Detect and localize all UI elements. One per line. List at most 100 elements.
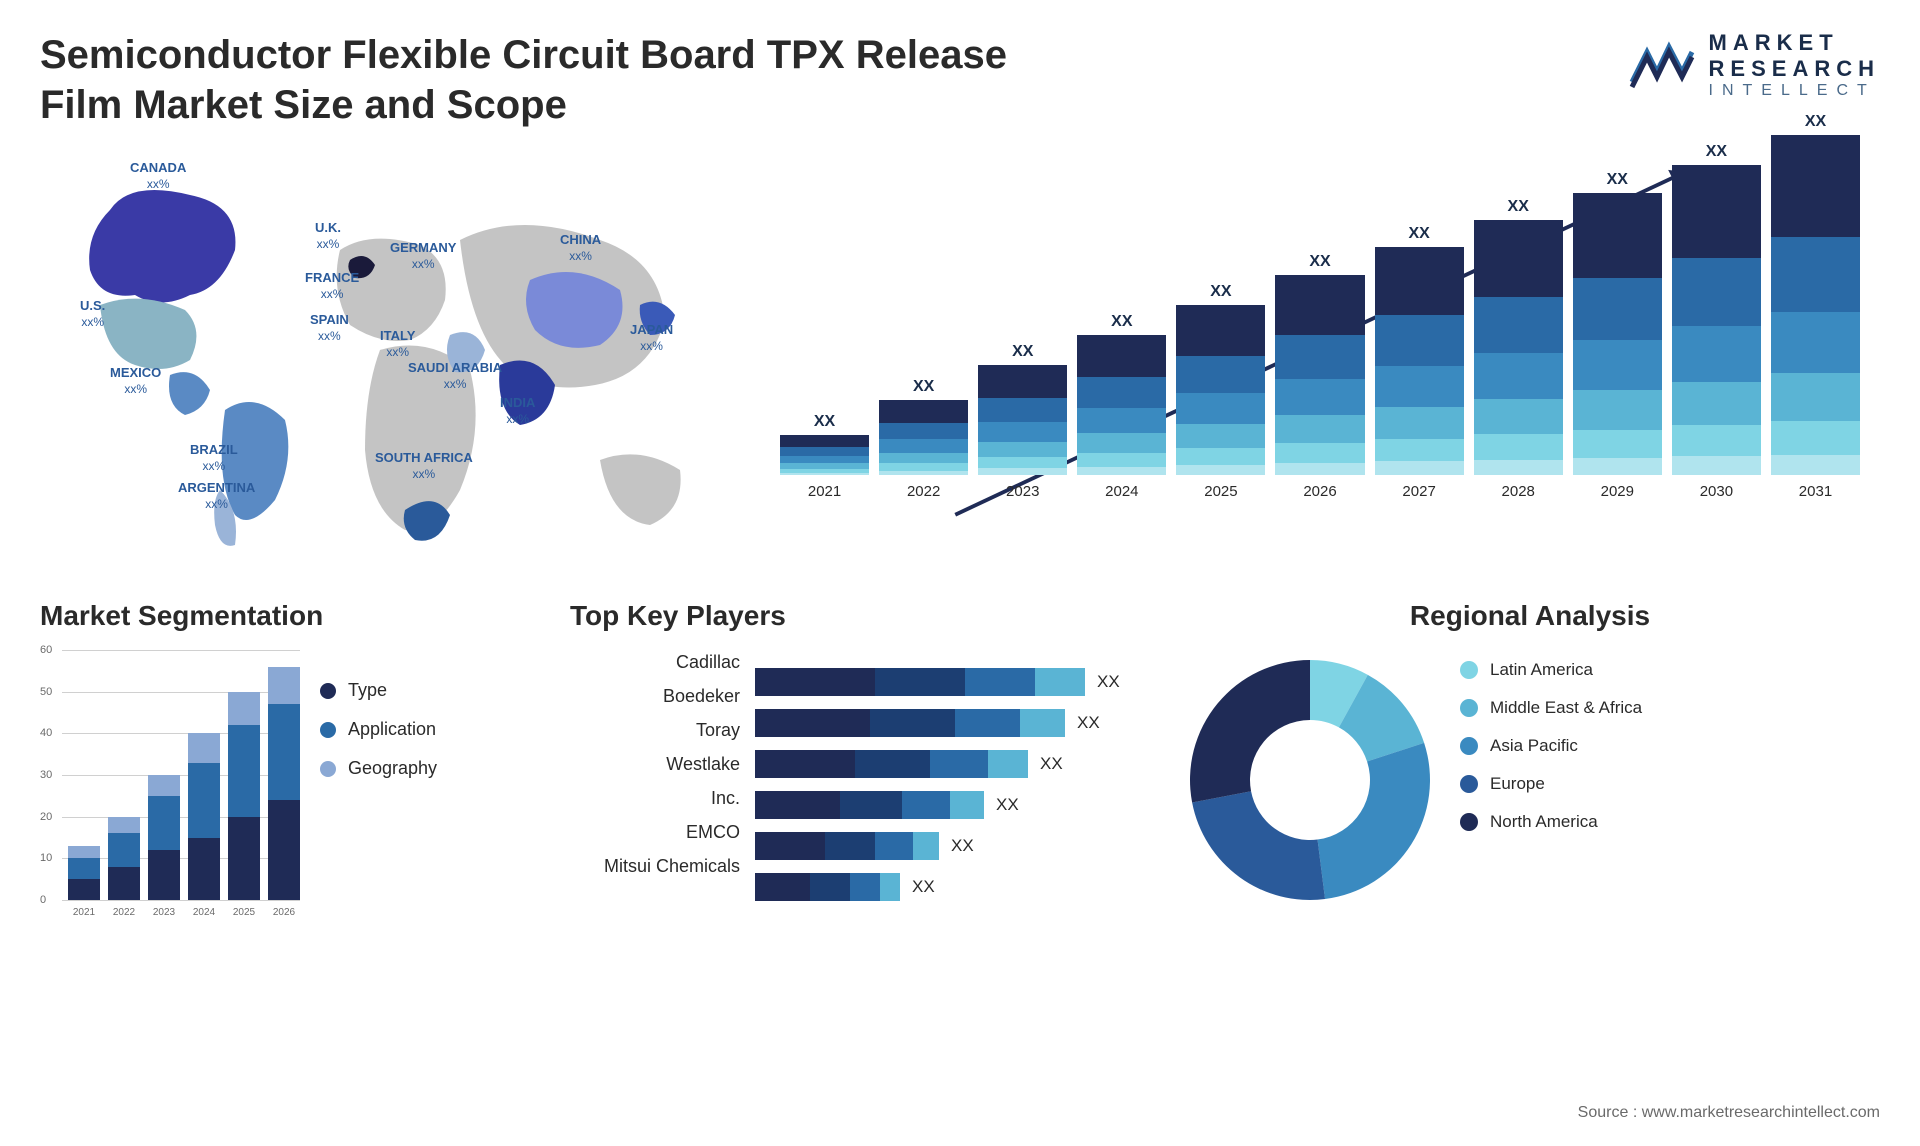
player-value: XX xyxy=(996,795,1019,815)
growth-bar-label: XX xyxy=(814,413,835,431)
seg-column: 2024 xyxy=(188,733,220,900)
page-title: Semiconductor Flexible Circuit Board TPX… xyxy=(40,30,1040,130)
seg-year-label: 2024 xyxy=(188,907,220,918)
seg-legend-item: Geography xyxy=(320,758,540,779)
player-row: XX xyxy=(755,750,1150,778)
player-value: XX xyxy=(912,877,935,897)
growth-column: XX 2022 xyxy=(879,378,968,500)
map-label: SAUDI ARABIAxx% xyxy=(408,360,502,391)
seg-y-tick: 10 xyxy=(40,852,52,864)
growth-bar-label: XX xyxy=(1607,171,1628,189)
player-row: XX xyxy=(755,668,1150,696)
player-row: XX xyxy=(755,832,1150,860)
seg-column: 2026 xyxy=(268,667,300,900)
map-label: CHINAxx% xyxy=(560,232,601,263)
segmentation-chart: 0102030405060 202120222023202420252026 xyxy=(40,650,300,920)
map-label: MEXICOxx% xyxy=(110,365,161,396)
growth-year-label: 2022 xyxy=(907,483,940,500)
growth-bar xyxy=(1573,193,1662,475)
map-label: FRANCExx% xyxy=(305,270,359,301)
growth-bar xyxy=(1375,247,1464,475)
growth-bar xyxy=(1275,275,1364,475)
growth-column: XX2027 xyxy=(1375,225,1464,500)
growth-bar xyxy=(978,365,1067,475)
donut-slice xyxy=(1192,791,1325,900)
brand-logo: MARKET RESEARCH INTELLECT xyxy=(1627,30,1880,100)
regional-panel: Regional Analysis Latin AmericaMiddle Ea… xyxy=(1180,600,1880,940)
player-name: EMCO xyxy=(686,822,740,843)
growth-bar xyxy=(1672,165,1761,475)
growth-year-label: 2025 xyxy=(1204,483,1237,500)
growth-bar-label: XX xyxy=(913,378,934,396)
growth-bar-label: XX xyxy=(1012,343,1033,361)
seg-year-label: 2026 xyxy=(268,907,300,918)
growth-bar xyxy=(879,400,968,475)
player-row: XX xyxy=(755,709,1150,737)
player-name: Westlake xyxy=(666,754,740,775)
seg-y-tick: 40 xyxy=(40,727,52,739)
map-label: SPAINxx% xyxy=(310,312,349,343)
segmentation-title: Market Segmentation xyxy=(40,600,540,632)
growth-column: XX 2025 xyxy=(1176,283,1265,500)
map-label: U.K.xx% xyxy=(315,220,341,251)
map-label: ITALYxx% xyxy=(380,328,415,359)
growth-year-label: 2031 xyxy=(1799,483,1832,500)
growth-year-label: 2029 xyxy=(1601,483,1634,500)
growth-year-label: 2023 xyxy=(1006,483,1039,500)
regional-title: Regional Analysis xyxy=(1180,600,1880,632)
map-svg xyxy=(40,150,720,570)
seg-column: 2025 xyxy=(228,692,260,900)
logo-line-1: MARKET xyxy=(1709,30,1880,56)
growth-bar-label: XX xyxy=(1111,313,1132,331)
segmentation-panel: Market Segmentation 0102030405060 202120… xyxy=(40,600,540,940)
map-label: CANADAxx% xyxy=(130,160,186,191)
growth-bar xyxy=(1077,335,1166,475)
player-row: XX xyxy=(755,791,1150,819)
map-label: JAPANxx% xyxy=(630,322,673,353)
growth-bar-label: XX xyxy=(1508,198,1529,216)
growth-column: XX2024 xyxy=(1077,313,1166,500)
growth-bar xyxy=(1176,305,1265,475)
logo-line-3: INTELLECT xyxy=(1709,82,1880,100)
seg-year-label: 2025 xyxy=(228,907,260,918)
seg-y-tick: 30 xyxy=(40,769,52,781)
growth-bar-label: XX xyxy=(1706,143,1727,161)
logo-icon xyxy=(1627,37,1697,93)
growth-bar xyxy=(1474,220,1563,475)
growth-year-label: 2026 xyxy=(1303,483,1336,500)
player-value: XX xyxy=(1040,754,1063,774)
growth-column: XX 2023 xyxy=(978,343,1067,500)
growth-column: XX 2026 xyxy=(1275,253,1364,500)
growth-column: XX 2021 xyxy=(780,413,869,500)
growth-year-label: 2021 xyxy=(808,483,841,500)
seg-legend-item: Application xyxy=(320,719,540,740)
players-labels: CadillacBoedekerTorayWestlakeInc.EMCOMit… xyxy=(570,650,740,901)
growth-year-label: 2028 xyxy=(1502,483,1535,500)
seg-column: 2021 xyxy=(68,846,100,900)
growth-column: XX 2031 xyxy=(1771,113,1860,500)
growth-bar-label: XX xyxy=(1805,113,1826,131)
seg-column: 2022 xyxy=(108,817,140,900)
seg-y-tick: 0 xyxy=(40,894,46,906)
donut-slice xyxy=(1190,660,1310,802)
map-label: U.S.xx% xyxy=(80,298,105,329)
growth-column: XX 2028 xyxy=(1474,198,1563,500)
growth-bar xyxy=(1771,135,1860,475)
growth-bar-label: XX xyxy=(1210,283,1231,301)
growth-bar-label: XX xyxy=(1309,253,1330,271)
player-name: Cadillac xyxy=(676,652,740,673)
players-panel: Top Key Players CadillacBoedekerTorayWes… xyxy=(570,600,1150,940)
map-label: GERMANYxx% xyxy=(390,240,456,271)
seg-column: 2023 xyxy=(148,775,180,900)
map-label: BRAZILxx% xyxy=(190,442,238,473)
seg-year-label: 2022 xyxy=(108,907,140,918)
player-value: XX xyxy=(1077,713,1100,733)
source-attribution: Source : www.marketresearchintellect.com xyxy=(1578,1104,1880,1122)
player-name: Mitsui Chemicals xyxy=(604,856,740,877)
world-map: CANADAxx%U.S.xx%MEXICOxx%BRAZILxx%ARGENT… xyxy=(40,150,720,570)
growth-column: XX 2029 xyxy=(1573,171,1662,500)
seg-y-tick: 60 xyxy=(40,644,52,656)
map-label: INDIAxx% xyxy=(500,395,535,426)
logo-line-2: RESEARCH xyxy=(1709,56,1880,82)
map-label: SOUTH AFRICAxx% xyxy=(375,450,473,481)
